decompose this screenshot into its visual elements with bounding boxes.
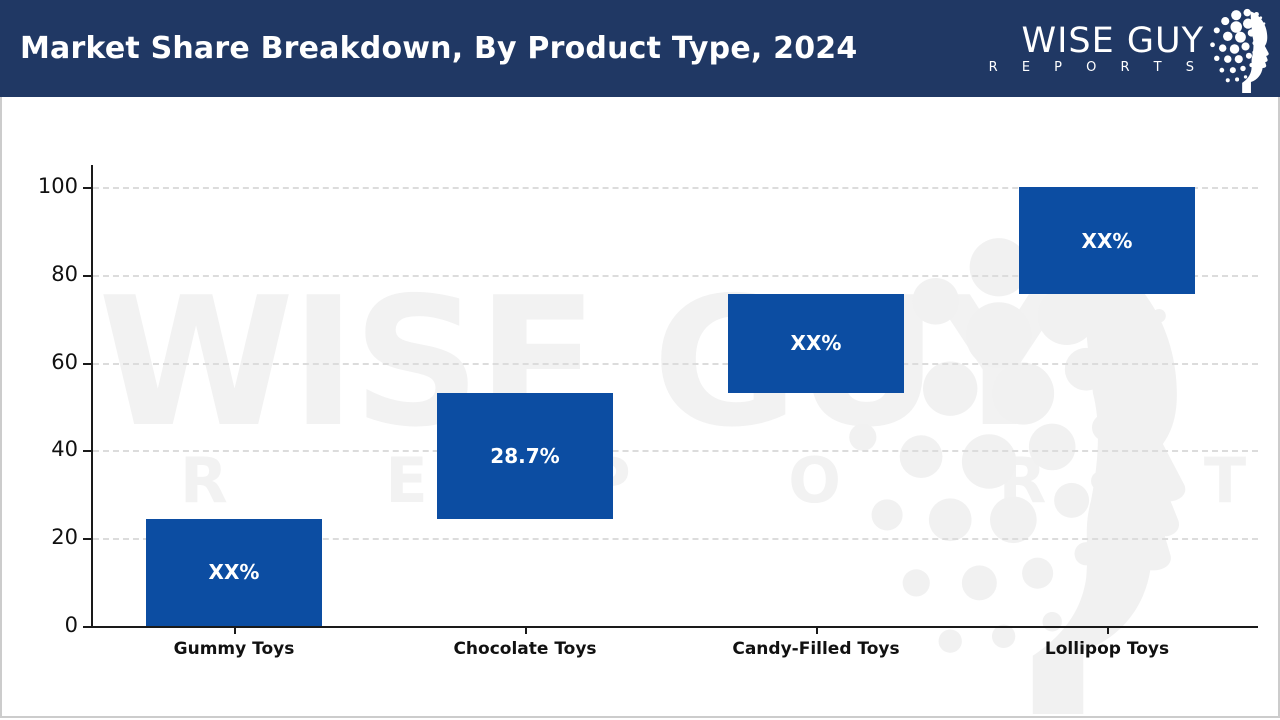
x-category-label: Gummy Toys [173,639,295,659]
page-title: Market Share Breakdown, By Product Type,… [20,31,858,66]
x-axis-line [91,626,1258,628]
y-axis-line [91,165,93,628]
brand-name: WISE GUY [1021,20,1204,61]
bar-value-label: XX% [208,560,260,585]
bar-value-label: 28.7% [490,443,560,468]
x-category-label: Candy-Filled Toys [732,639,900,659]
y-tick-mark [83,187,91,189]
brand-logo-text: WISE GUY R E P O R T S [981,20,1204,76]
bar-value-label: XX% [1081,228,1133,253]
x-tick-mark [816,628,818,634]
y-tick-label: 60 [51,349,78,374]
y-tick-label: 80 [51,261,78,286]
y-tick-mark [83,362,91,365]
y-tick-mark [83,450,91,453]
chart-area: WISE GUY R E P O R T S 020406080100XX%Gu… [0,97,1280,716]
floating-bar-chart: 0 20 40 60 80 100 XX% Gummy Toys 28.7% Chocolate … [2,97,1278,716]
x-tick-mark [1107,628,1109,634]
brand-logo: WISE GUY R E P O R T S [981,4,1276,94]
bar-chocolate-toys: 28.7% [437,392,613,519]
gridline [93,538,1258,541]
bar-candy-filled-toys: XX% [728,294,904,393]
header-bar: Market Share Breakdown, By Product Type,… [0,0,1280,97]
bottom-divider [0,716,1280,718]
brand-subname: R E P O R T S [988,60,1204,76]
x-tick-mark [234,628,236,634]
gridline [93,274,1258,277]
y-tick-label: 20 [51,525,78,550]
y-tick-mark [83,538,91,541]
x-category-label: Lollipop Toys [1044,639,1170,659]
y-tick-label: 100 [37,174,78,198]
y-tick-label: 0 [64,613,78,637]
y-tick-label: 40 [51,437,78,462]
gridline [93,187,1258,189]
y-tick-mark [83,626,91,628]
gridline [93,362,1258,365]
x-category-label: Chocolate Toys [453,639,597,659]
x-tick-mark [525,628,527,634]
bar-gummy-toys: XX% [146,518,322,626]
bar-value-label: XX% [790,331,842,356]
gridline [93,450,1258,453]
y-tick-mark [83,274,91,277]
bar-lollipop-toys: XX% [1019,187,1195,295]
